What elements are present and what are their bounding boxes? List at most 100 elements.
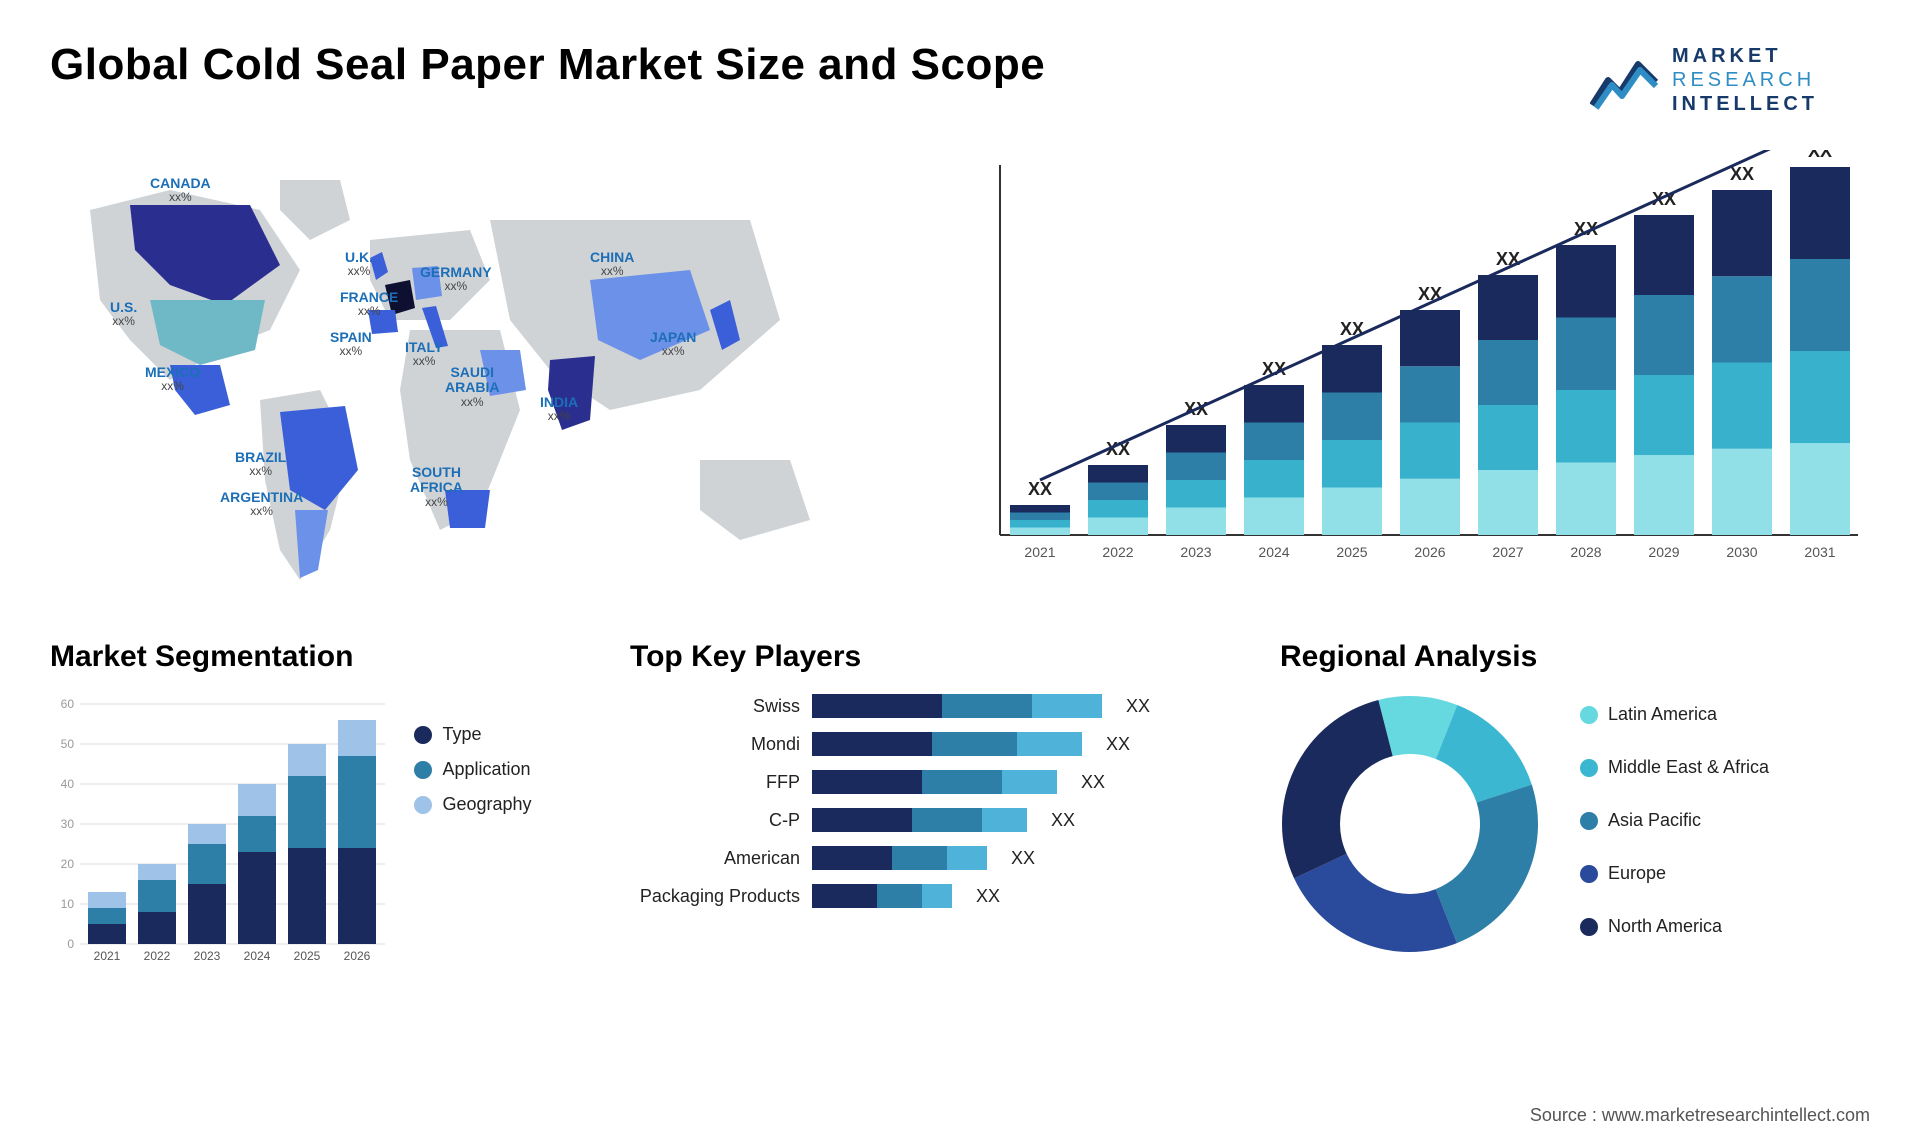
player-value: XX	[1051, 810, 1075, 831]
world-map: CANADAxx% U.S.xx% MEXICOxx% BRAZILxx% ARGENT…	[50, 150, 930, 600]
player-row: Mondi XX	[630, 732, 1220, 756]
legend-item: Asia Pacific	[1580, 810, 1769, 831]
svg-text:2022: 2022	[144, 949, 171, 963]
map-label: GERMANYxx%	[420, 265, 492, 294]
legend-label: Latin America	[1608, 704, 1717, 725]
player-value: XX	[1011, 848, 1035, 869]
legend-label: Middle East & Africa	[1608, 757, 1769, 778]
map-label: JAPANxx%	[650, 330, 696, 359]
players-title: Top Key Players	[630, 640, 1220, 674]
legend-label: Type	[442, 724, 481, 745]
svg-text:2030: 2030	[1726, 544, 1757, 560]
player-row: SwissXX	[630, 694, 1220, 718]
svg-text:60: 60	[61, 697, 75, 711]
legend-item: Type	[414, 724, 531, 745]
svg-text:50: 50	[61, 737, 75, 751]
map-label: INDIAxx%	[540, 395, 578, 424]
logo-line2: RESEARCH	[1672, 68, 1818, 92]
source-credit: Source : www.marketresearchintellect.com	[1530, 1105, 1870, 1126]
svg-text:2023: 2023	[1180, 544, 1211, 560]
player-bar	[812, 846, 987, 870]
svg-text:20: 20	[61, 857, 75, 871]
svg-text:XX: XX	[1808, 150, 1832, 161]
legend-swatch	[414, 726, 432, 744]
region-donut	[1280, 694, 1540, 954]
legend-label: Europe	[1608, 863, 1666, 884]
svg-text:XX: XX	[1730, 164, 1754, 184]
brand-logo: MARKET RESEARCH INTELLECT	[1590, 40, 1870, 120]
legend-item: Europe	[1580, 863, 1769, 884]
svg-text:2021: 2021	[1024, 544, 1055, 560]
svg-text:0: 0	[67, 937, 74, 951]
map-label: SOUTHAFRICAxx%	[410, 465, 463, 509]
player-name: Swiss	[630, 696, 800, 717]
legend-item: North America	[1580, 916, 1769, 937]
legend-label: Asia Pacific	[1608, 810, 1701, 831]
svg-text:2027: 2027	[1492, 544, 1523, 560]
page-title: Global Cold Seal Paper Market Size and S…	[50, 40, 1045, 90]
logo-line1: MARKET	[1672, 44, 1818, 68]
player-value: XX	[1106, 734, 1130, 755]
player-name: Packaging Products	[630, 886, 800, 907]
svg-text:2025: 2025	[1336, 544, 1367, 560]
map-label: U.K.xx%	[345, 250, 373, 279]
player-name: C-P	[630, 810, 800, 831]
svg-text:2026: 2026	[1414, 544, 1445, 560]
map-label: SPAINxx%	[330, 330, 372, 359]
svg-text:2029: 2029	[1648, 544, 1679, 560]
svg-text:2021: 2021	[94, 949, 121, 963]
svg-text:2026: 2026	[344, 949, 371, 963]
svg-text:30: 30	[61, 817, 75, 831]
map-label: MEXICOxx%	[145, 365, 200, 394]
segmentation-title: Market Segmentation	[50, 640, 570, 674]
players-section: Top Key Players SwissXXMondiXXFFPXXC-PXX…	[630, 640, 1220, 974]
legend-item: Application	[414, 759, 531, 780]
map-label: U.S.xx%	[110, 300, 137, 329]
region-section: Regional Analysis Latin America Middle Ea…	[1280, 640, 1870, 974]
svg-text:XX: XX	[1028, 479, 1052, 499]
svg-text:2023: 2023	[194, 949, 221, 963]
map-label: FRANCExx%	[340, 290, 398, 319]
svg-text:2031: 2031	[1804, 544, 1835, 560]
segmentation-section: Market Segmentation 0 10 20 30 40 50 60 2021 202…	[50, 640, 570, 974]
legend-swatch	[414, 761, 432, 779]
legend-label: North America	[1608, 916, 1722, 937]
legend-swatch	[1580, 865, 1598, 883]
player-row: Packaging Products XX	[630, 884, 1220, 908]
svg-text:2028: 2028	[1570, 544, 1601, 560]
legend-label: Geography	[442, 794, 531, 815]
legend-swatch	[1580, 759, 1598, 777]
logo-icon	[1590, 50, 1660, 110]
player-name: American	[630, 848, 800, 869]
player-bar	[812, 808, 1027, 832]
map-label: SAUDIARABIAxx%	[445, 365, 499, 409]
legend-item: Geography	[414, 794, 531, 815]
svg-text:10: 10	[61, 897, 75, 911]
legend-swatch	[1580, 812, 1598, 830]
svg-text:2022: 2022	[1102, 544, 1133, 560]
legend-swatch	[1580, 918, 1598, 936]
svg-text:40: 40	[61, 777, 75, 791]
player-bar	[812, 694, 1102, 718]
player-row: American XX	[630, 846, 1220, 870]
svg-text:2024: 2024	[244, 949, 271, 963]
map-label: ARGENTINAxx%	[220, 490, 303, 519]
player-value: XX	[976, 886, 1000, 907]
map-label: ITALYxx%	[405, 340, 443, 369]
player-bar	[812, 770, 1057, 794]
player-name: FFP	[630, 772, 800, 793]
svg-text:2024: 2024	[1258, 544, 1289, 560]
player-row: C-P XX	[630, 808, 1220, 832]
player-bar	[812, 732, 1082, 756]
legend-swatch	[414, 796, 432, 814]
player-name: Mondi	[630, 734, 800, 755]
legend-swatch	[1580, 706, 1598, 724]
map-label: CANADAxx%	[150, 176, 211, 205]
map-label: BRAZILxx%	[235, 450, 286, 479]
player-row: FFP XX	[630, 770, 1220, 794]
logo-line3: INTELLECT	[1672, 92, 1818, 116]
player-value: XX	[1081, 772, 1105, 793]
region-title: Regional Analysis	[1280, 640, 1870, 674]
svg-text:XX: XX	[1418, 284, 1442, 304]
legend-item: Middle East & Africa	[1580, 757, 1769, 778]
